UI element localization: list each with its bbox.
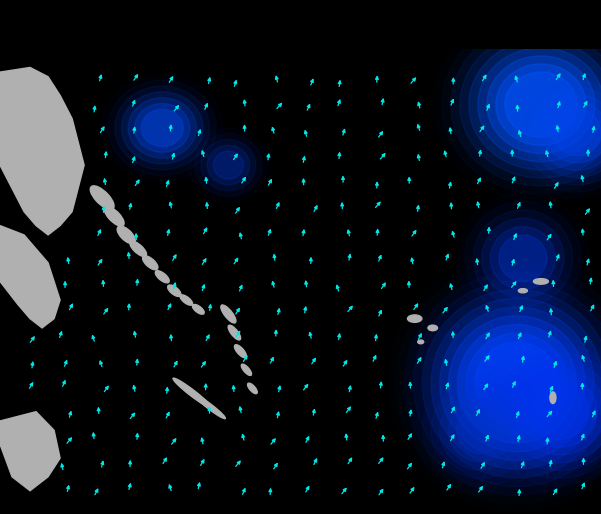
Ellipse shape [533, 279, 549, 284]
Ellipse shape [221, 305, 236, 323]
Ellipse shape [413, 281, 601, 487]
Ellipse shape [192, 304, 204, 314]
Ellipse shape [173, 378, 212, 408]
Ellipse shape [117, 226, 135, 244]
Polygon shape [0, 67, 84, 235]
Text: Secondary Swell energy on Thursday 20 Mar at 2pm +11: Secondary Swell energy on Thursday 20 Ma… [42, 7, 559, 25]
Ellipse shape [115, 86, 210, 170]
Ellipse shape [475, 342, 559, 426]
Ellipse shape [130, 241, 147, 256]
Ellipse shape [141, 109, 183, 146]
Ellipse shape [529, 384, 589, 439]
Ellipse shape [465, 201, 581, 315]
Ellipse shape [407, 315, 422, 322]
Ellipse shape [448, 399, 513, 462]
Ellipse shape [553, 109, 601, 156]
Ellipse shape [499, 235, 547, 281]
Ellipse shape [530, 87, 601, 178]
Polygon shape [0, 412, 60, 491]
Ellipse shape [404, 272, 601, 495]
Ellipse shape [104, 207, 124, 226]
Ellipse shape [121, 92, 203, 164]
Ellipse shape [538, 95, 601, 170]
Ellipse shape [550, 392, 556, 403]
Ellipse shape [168, 285, 181, 297]
Ellipse shape [487, 56, 595, 154]
Ellipse shape [460, 31, 601, 178]
Ellipse shape [448, 316, 585, 452]
Ellipse shape [487, 345, 601, 479]
Ellipse shape [504, 360, 601, 463]
Ellipse shape [440, 307, 594, 461]
Ellipse shape [234, 345, 246, 358]
Ellipse shape [241, 364, 252, 375]
Ellipse shape [490, 227, 555, 290]
Ellipse shape [422, 289, 601, 478]
Ellipse shape [142, 256, 158, 270]
Ellipse shape [195, 134, 262, 196]
Ellipse shape [128, 98, 197, 158]
Ellipse shape [248, 383, 257, 394]
Ellipse shape [201, 139, 256, 191]
Ellipse shape [518, 289, 528, 293]
Ellipse shape [451, 23, 601, 186]
Ellipse shape [180, 295, 192, 305]
Ellipse shape [90, 186, 114, 210]
Text: Arrows show the wind wave direction: Arrows show the wind wave direction [171, 31, 430, 45]
Ellipse shape [523, 80, 601, 185]
Ellipse shape [478, 48, 601, 161]
Polygon shape [0, 226, 60, 328]
Ellipse shape [228, 325, 240, 340]
Ellipse shape [469, 40, 601, 170]
Ellipse shape [512, 368, 601, 455]
Ellipse shape [496, 64, 586, 145]
Ellipse shape [213, 151, 243, 179]
Ellipse shape [481, 218, 564, 298]
Ellipse shape [431, 298, 601, 469]
Ellipse shape [473, 210, 573, 306]
Ellipse shape [108, 80, 216, 176]
Ellipse shape [515, 73, 601, 192]
Ellipse shape [423, 374, 539, 487]
Ellipse shape [155, 271, 169, 283]
Ellipse shape [520, 376, 597, 447]
Ellipse shape [428, 325, 438, 331]
Ellipse shape [457, 324, 576, 443]
Ellipse shape [418, 340, 424, 344]
Ellipse shape [135, 103, 190, 152]
Ellipse shape [457, 407, 505, 453]
Ellipse shape [439, 391, 522, 470]
Ellipse shape [505, 72, 577, 137]
Ellipse shape [195, 395, 225, 418]
Ellipse shape [207, 145, 249, 185]
Ellipse shape [466, 333, 568, 434]
Ellipse shape [495, 353, 601, 471]
Ellipse shape [431, 382, 531, 479]
Ellipse shape [545, 102, 601, 163]
